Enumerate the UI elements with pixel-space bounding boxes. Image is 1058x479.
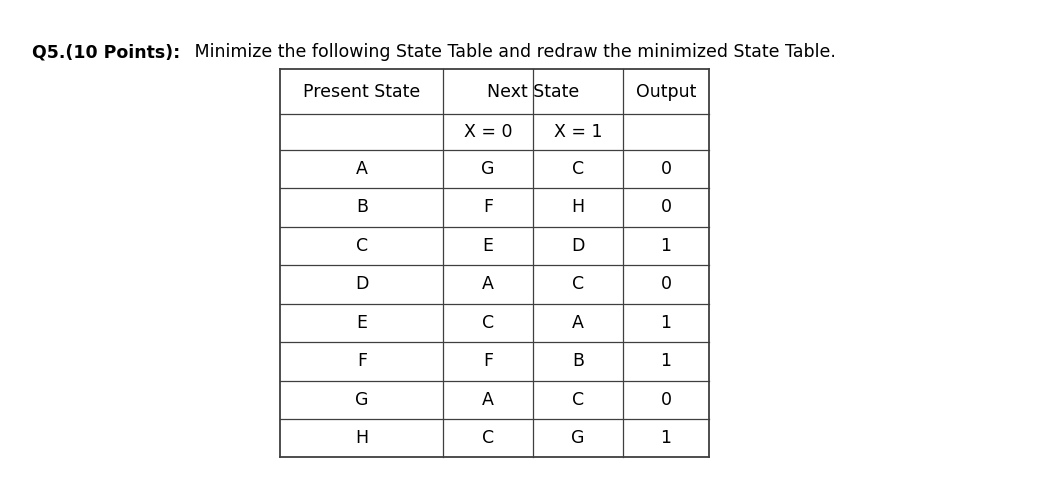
Text: Next State: Next State <box>487 83 580 101</box>
Text: 1: 1 <box>660 237 672 255</box>
Text: 0: 0 <box>660 198 672 217</box>
Text: A: A <box>482 391 494 409</box>
Text: B: B <box>355 198 368 217</box>
Text: C: C <box>572 391 584 409</box>
Text: E: E <box>482 237 494 255</box>
Text: A: A <box>482 275 494 293</box>
Text: 1: 1 <box>660 429 672 447</box>
Text: A: A <box>355 160 368 178</box>
Text: 0: 0 <box>660 160 672 178</box>
Text: F: F <box>357 352 367 370</box>
Text: X = 0: X = 0 <box>464 123 512 141</box>
Text: H: H <box>355 429 368 447</box>
Text: 0: 0 <box>660 391 672 409</box>
Text: D: D <box>355 275 368 293</box>
Text: Q5.(10 Points):: Q5.(10 Points): <box>32 43 180 61</box>
Text: A: A <box>572 314 584 332</box>
Text: Minimize the following State Table and redraw the minimized State Table.: Minimize the following State Table and r… <box>188 43 836 61</box>
Text: X = 1: X = 1 <box>554 123 602 141</box>
Text: G: G <box>481 160 495 178</box>
Text: 0: 0 <box>660 275 672 293</box>
Text: C: C <box>482 429 494 447</box>
Text: H: H <box>571 198 585 217</box>
Text: Output: Output <box>636 83 696 101</box>
Text: 1: 1 <box>660 314 672 332</box>
Text: G: G <box>571 429 585 447</box>
Text: Present State: Present State <box>304 83 420 101</box>
Text: C: C <box>572 275 584 293</box>
Text: D: D <box>571 237 585 255</box>
Text: G: G <box>355 391 368 409</box>
Text: C: C <box>572 160 584 178</box>
Text: F: F <box>484 198 493 217</box>
Text: C: C <box>355 237 368 255</box>
Text: B: B <box>572 352 584 370</box>
Text: E: E <box>357 314 367 332</box>
Text: F: F <box>484 352 493 370</box>
Text: 1: 1 <box>660 352 672 370</box>
Text: C: C <box>482 314 494 332</box>
